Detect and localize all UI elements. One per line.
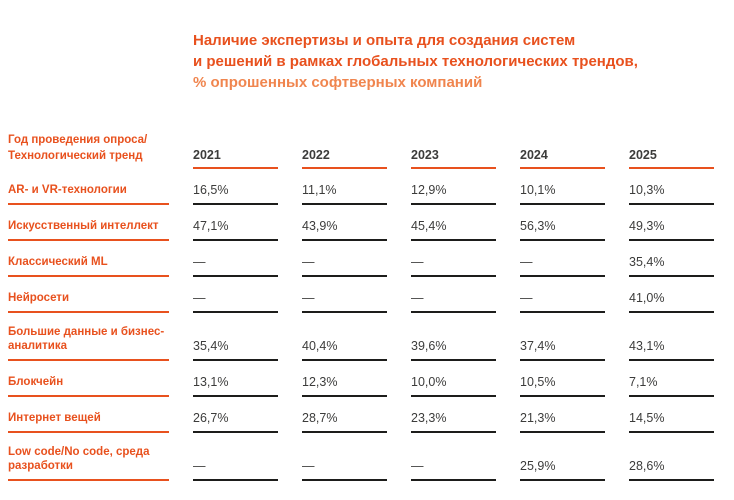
year-header: 2025 [629,120,714,169]
table-row: Классический ML — — — — 35,4% [8,241,714,277]
corner-header-line1: Год проведения опроса/ [8,134,148,146]
row-label: Low code/No code, среда разработки [8,433,169,481]
value-cell: 7,1% [629,361,714,397]
value-cell: — [520,241,605,277]
table-row: AR- и VR-технологии 16,5% 11,1% 12,9% 10,1% 1… [8,169,714,205]
value-cell: 41,0% [629,277,714,313]
value-cell: 39,6% [411,313,496,361]
year-header: 2024 [520,120,605,169]
value-cell: 45,4% [411,205,496,241]
value-cell: 28,7% [302,397,387,433]
table-body: AR- и VR-технологии 16,5% 11,1% 12,9% 10,1% 1… [8,169,714,481]
row-label: Нейросети [8,277,169,313]
value-cell: 12,9% [411,169,496,205]
value-cell: 43,9% [302,205,387,241]
value-cell: 28,6% [629,433,714,481]
value-cell: — [193,433,278,481]
value-cell: 10,1% [520,169,605,205]
value-cell: 12,3% [302,361,387,397]
table-row: Большие данные и бизнес-аналитика 35,4% 40… [8,313,714,361]
table-row: Искусственный интеллект 47,1% 43,9% 45,4% 56… [8,205,714,241]
row-label: Классический ML [8,241,169,277]
chart-title-block: Наличие экспертизы и опыта для создания … [193,30,714,93]
value-cell: 37,4% [520,313,605,361]
corner-header-line2: Технологический тренд [8,150,143,162]
value-cell: — [193,277,278,313]
value-cell: 49,3% [629,205,714,241]
value-cell: — [411,433,496,481]
value-cell: — [520,277,605,313]
value-cell: 10,3% [629,169,714,205]
row-label: Искусственный интеллект [8,205,169,241]
value-cell: 40,4% [302,313,387,361]
chart-title-line1: Наличие экспертизы и опыта для создания … [193,32,576,49]
value-cell: 23,3% [411,397,496,433]
value-cell: — [193,241,278,277]
value-cell: 21,3% [520,397,605,433]
row-label: AR- и VR-технологии [8,169,169,205]
value-cell: 10,5% [520,361,605,397]
value-cell: 11,1% [302,169,387,205]
chart-subtitle: % опрошенных софтверных компаний [193,74,483,91]
table-row: Интернет вещей 26,7% 28,7% 23,3% 21,3% 14,5% [8,397,714,433]
year-header: 2022 [302,120,387,169]
year-header: 2023 [411,120,496,169]
row-label: Интернет вещей [8,397,169,433]
value-cell: 26,7% [193,397,278,433]
table-header-row: Год проведения опроса/ Технологический т… [8,120,714,169]
value-cell: 13,1% [193,361,278,397]
table-row: Блокчейн 13,1% 12,3% 10,0% 10,5% 7,1% [8,361,714,397]
value-cell: 25,9% [520,433,605,481]
year-header: 2021 [193,120,278,169]
chart-title-line2: и решений в рамках глобальных технологич… [193,53,638,70]
value-cell: 14,5% [629,397,714,433]
value-cell: 35,4% [193,313,278,361]
value-cell: 56,3% [520,205,605,241]
value-cell: — [302,433,387,481]
table-row: Нейросети — — — — 41,0% [8,277,714,313]
table-row: Low code/No code, среда разработки — — — 25,… [8,433,714,481]
value-cell: 10,0% [411,361,496,397]
value-cell: 16,5% [193,169,278,205]
value-cell: — [411,277,496,313]
row-label: Большие данные и бизнес-аналитика [8,313,169,361]
value-cell: — [302,241,387,277]
trends-table: Год проведения опроса/ Технологический т… [8,120,714,481]
value-cell: 35,4% [629,241,714,277]
value-cell: — [411,241,496,277]
value-cell: 43,1% [629,313,714,361]
row-label: Блокчейн [8,361,169,397]
value-cell: — [302,277,387,313]
value-cell: 47,1% [193,205,278,241]
corner-header: Год проведения опроса/ Технологический т… [8,120,169,169]
